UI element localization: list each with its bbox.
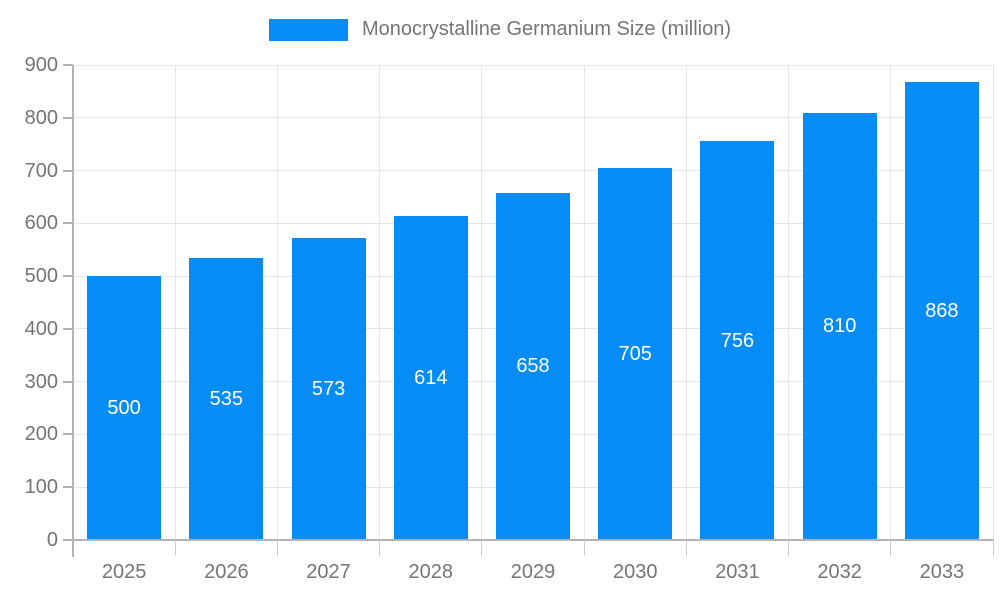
gridline-horizontal xyxy=(73,117,993,119)
x-axis-line xyxy=(63,539,993,541)
y-axis-label: 300 xyxy=(24,370,58,393)
gridline-vertical xyxy=(481,65,483,540)
y-axis-label: 0 xyxy=(46,529,58,551)
gridline-vertical xyxy=(379,65,381,540)
y-axis-tick xyxy=(63,275,73,278)
legend-swatch xyxy=(269,18,348,41)
y-axis-tick xyxy=(63,116,73,119)
bar-value-label: 810 xyxy=(822,315,857,338)
x-axis-tick xyxy=(379,540,381,556)
bar-value-label: 500 xyxy=(107,397,141,420)
gridline-vertical xyxy=(583,65,585,540)
y-axis-label: 700 xyxy=(24,159,58,182)
y-axis-label: 100 xyxy=(24,476,58,499)
x-axis-label: 2027 xyxy=(306,561,351,583)
gridline-vertical xyxy=(174,65,176,540)
y-axis-tick xyxy=(63,327,73,330)
x-axis-label: 2031 xyxy=(715,561,760,583)
y-axis-label: 500 xyxy=(24,265,58,288)
gridline-vertical xyxy=(685,65,687,540)
gridline-vertical xyxy=(276,65,278,540)
x-axis-tick xyxy=(788,540,790,556)
y-axis-label: 400 xyxy=(24,317,58,340)
bar[interactable] xyxy=(802,112,877,540)
x-axis-tick xyxy=(276,540,278,556)
bar[interactable] xyxy=(189,257,264,540)
bar[interactable] xyxy=(700,141,775,540)
x-axis-tick xyxy=(685,540,687,556)
x-axis-label: 2028 xyxy=(408,561,454,583)
bar-value-label: 756 xyxy=(720,329,755,352)
gridline-vertical xyxy=(890,65,892,540)
bar-value-label: 535 xyxy=(209,387,244,410)
y-axis-label: 200 xyxy=(24,423,58,446)
legend-label: Monocrystalline Germanium Size (million) xyxy=(362,18,731,40)
bar-value-label: 614 xyxy=(414,366,448,389)
x-axis-tick xyxy=(174,540,176,556)
x-axis-label: 2029 xyxy=(510,561,556,583)
bar[interactable] xyxy=(496,192,570,540)
x-axis-tick xyxy=(481,540,483,556)
y-axis-tick xyxy=(63,433,73,436)
bar-value-label: 868 xyxy=(925,299,959,322)
y-axis-tick xyxy=(63,380,73,383)
x-axis-label: 2032 xyxy=(817,561,862,583)
x-axis-tick xyxy=(583,540,585,556)
bar-value-label: 705 xyxy=(618,342,652,365)
y-axis-tick xyxy=(63,222,73,225)
gridline-horizontal xyxy=(73,170,993,172)
y-axis-label: 900 xyxy=(24,54,58,76)
y-axis-tick xyxy=(63,486,73,489)
bar[interactable] xyxy=(598,167,673,540)
bar-value-label: 573 xyxy=(311,377,346,400)
x-axis-label: 2030 xyxy=(612,561,658,583)
bar[interactable] xyxy=(393,215,468,540)
gridline-horizontal xyxy=(73,64,993,66)
x-axis-label: 2025 xyxy=(101,561,147,583)
y-axis-label: 600 xyxy=(24,212,58,235)
y-axis-tick xyxy=(63,169,73,172)
y-axis-tick xyxy=(63,64,73,66)
legend[interactable]: Monocrystalline Germanium Size (million) xyxy=(0,18,1000,41)
gridline-vertical xyxy=(992,65,994,540)
x-axis-tick xyxy=(992,540,994,556)
x-axis-label: 2033 xyxy=(919,561,965,583)
bar[interactable] xyxy=(87,276,162,540)
y-axis-label: 800 xyxy=(24,106,58,129)
x-axis-label: 2026 xyxy=(204,561,249,583)
gridline-vertical xyxy=(788,65,790,540)
y-axis-line xyxy=(72,65,74,557)
bar[interactable] xyxy=(291,237,366,540)
x-axis-tick xyxy=(890,540,892,556)
bar[interactable] xyxy=(904,81,979,540)
bar-value-label: 658 xyxy=(516,355,550,378)
